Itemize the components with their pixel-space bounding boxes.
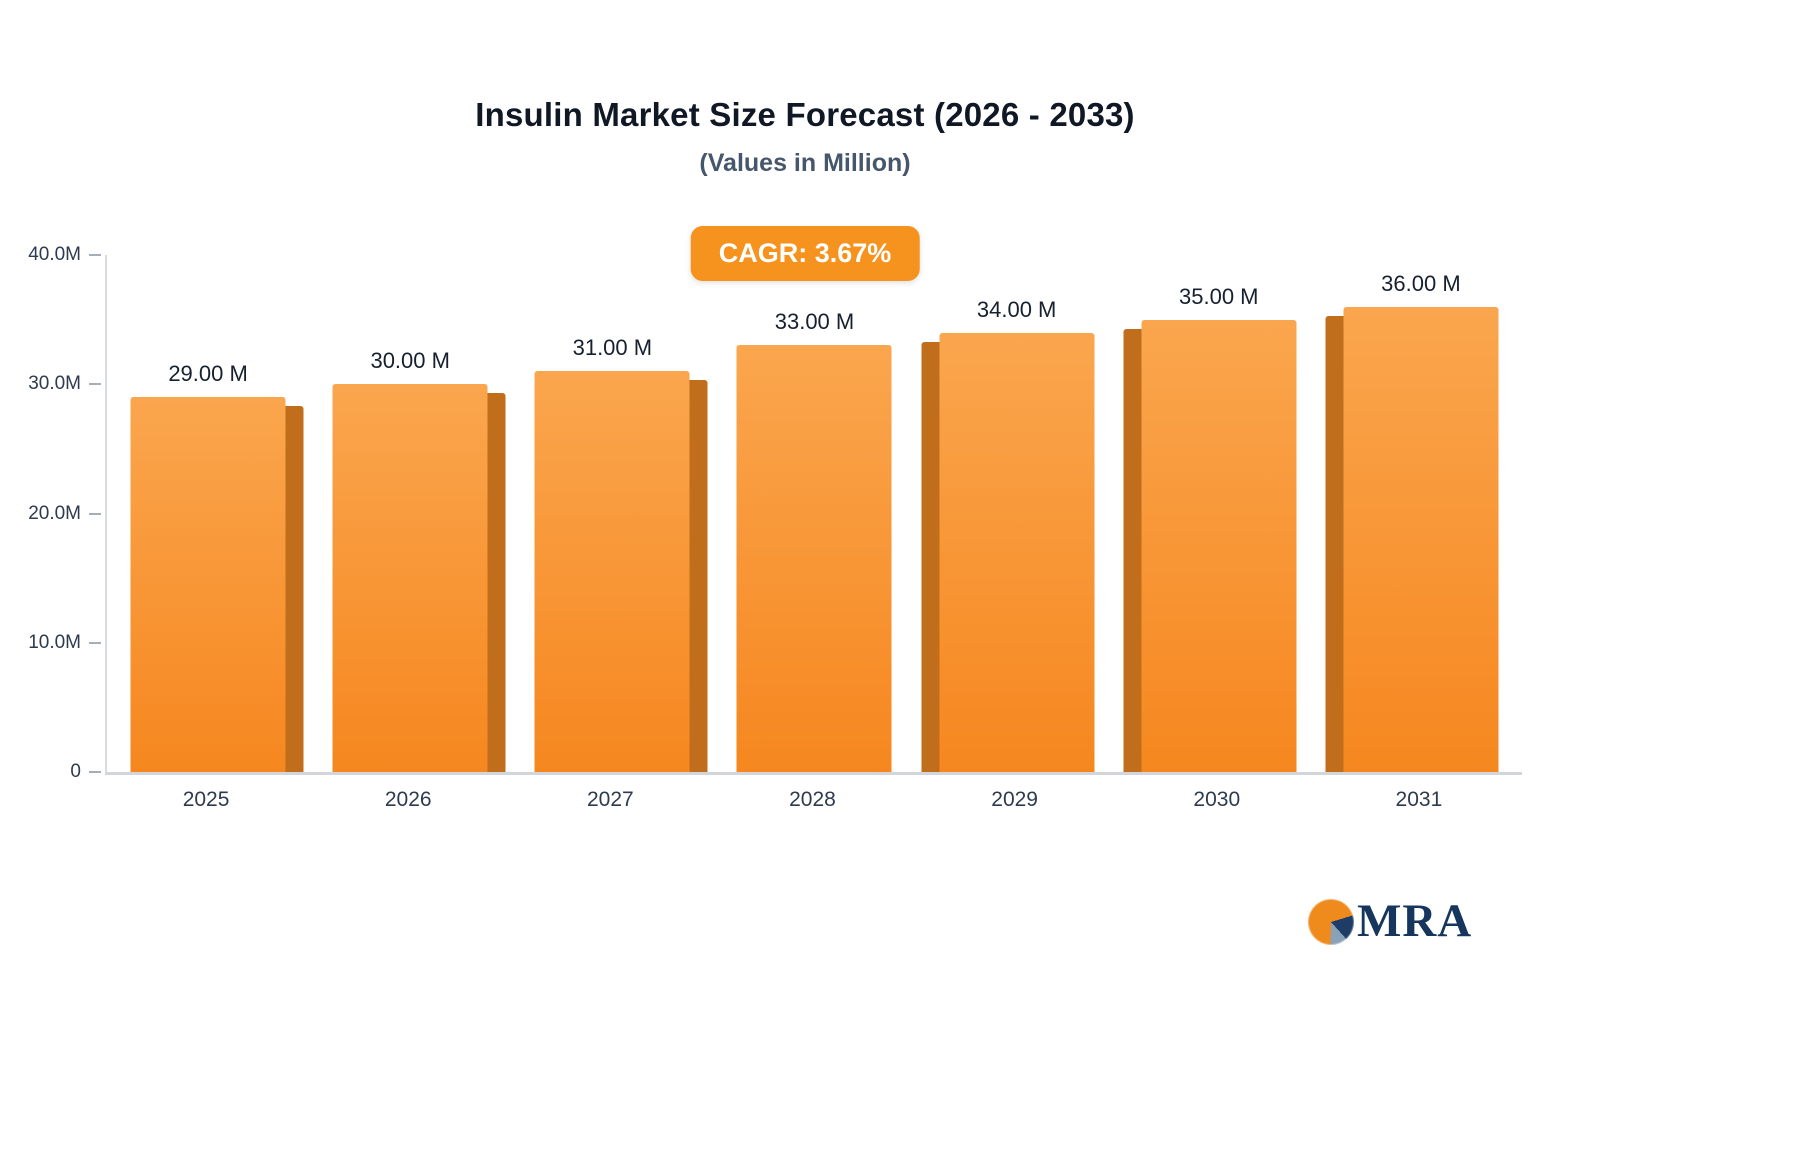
y-tick-label: 20.0M [28,502,81,524]
mra-logo: MRA [1308,898,1472,945]
chart-container: Insulin Market Size Forecast (2026 - 203… [0,96,1522,812]
bar-slot: 30.00 M [309,255,511,772]
bar-slot: 36.00 M [1320,255,1522,773]
x-axis-label: 2031 [1395,788,1443,811]
chart-subtitle: (Values in Million) [699,149,911,177]
x-axis-label: 2026 [384,788,432,811]
bar-value-label: 35.00 M [1179,283,1259,309]
bar-2028 [736,345,892,772]
x-axis-label: 2027 [586,788,634,811]
bar-value-label: 33.00 M [774,309,855,335]
y-tick-mark [89,254,101,256]
y-tick-mark [89,771,101,773]
y-tick-label: 30.0M [28,373,81,395]
bar-2029 [921,332,1095,773]
x-axis-label: 2029 [991,788,1038,811]
bar-value-label: 34.00 M [976,296,1057,322]
x-axis-label: 2025 [182,788,230,811]
mra-logo-pie-icon [1308,898,1354,945]
bar-value-label: 30.00 M [370,348,450,374]
plot-area: 29.00 M 30.00 M 31.00 M 33.00 M 34.00 M 35.00… [105,255,1522,775]
x-axis-labels: 2025 2026 2027 2028 2029 2030 2031 [105,788,1520,812]
bar-value-label: 31.00 M [572,335,653,361]
bar-2026 [332,384,506,772]
bars-row: 29.00 M 30.00 M 31.00 M 33.00 M 34.00 M 35.00… [107,255,1522,773]
bar-2031 [1325,306,1499,773]
bar-slot: 34.00 M [916,255,1118,773]
cagr-badge: CAGR: 3.67% [690,226,920,281]
bar-2027 [534,371,708,772]
bar-slot: 35.00 M [1118,255,1320,773]
y-tick-label: 40.0M [28,244,81,265]
bar-slot: 31.00 M [511,255,713,772]
bar-value-label: 36.00 M [1381,270,1461,296]
bar-value-label: 29.00 M [168,361,248,387]
mra-logo-text: MRA [1357,895,1473,947]
y-tick-mark [89,383,101,386]
bar-slot: 33.00 M [713,255,915,772]
chart-title: Insulin Market Size Forecast (2026 - 203… [475,96,1135,133]
bar-slot: 29.00 M [107,255,309,772]
bar-2030 [1123,319,1297,773]
y-tick-label: 0 [70,761,81,782]
y-tick-label: 10.0M [28,631,81,653]
x-axis-label: 2030 [1193,788,1241,811]
y-tick-mark [89,512,101,515]
y-axis: 40.0M 30.0M 20.0M 10.0M 0 [0,244,105,782]
y-tick-mark [89,641,101,644]
bar-2025 [130,397,304,772]
x-axis-label: 2028 [789,788,836,811]
